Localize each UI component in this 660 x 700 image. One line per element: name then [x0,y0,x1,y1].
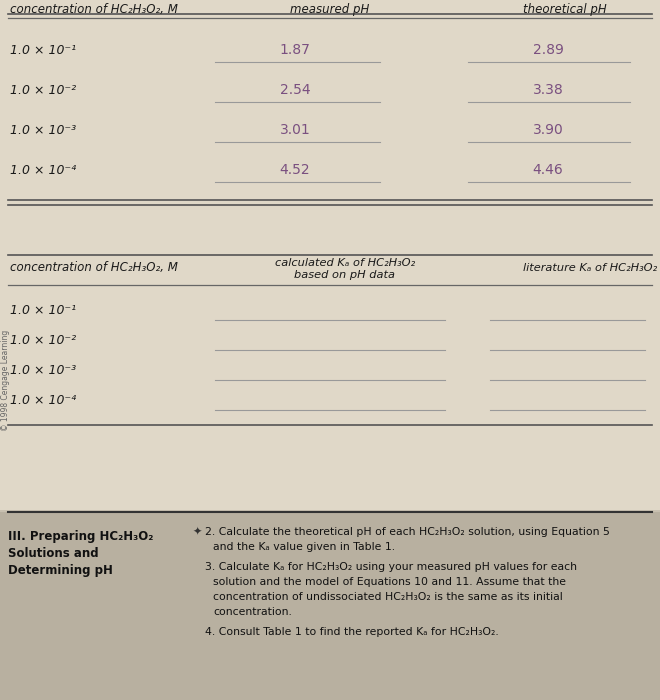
Text: Solutions and: Solutions and [8,547,98,560]
Text: 4. Consult Table 1 to find the reported Kₐ for HC₂H₃O₂.: 4. Consult Table 1 to find the reported … [205,627,499,637]
Bar [0,0,660,510]
Text: 1.0 × 10⁻⁴: 1.0 × 10⁻⁴ [10,393,76,407]
Text: 2. Calculate the theoretical pH of each HC₂H₃O₂ solution, using Equation 5: 2. Calculate the theoretical pH of each … [205,527,610,537]
Text: 3.90: 3.90 [533,123,564,137]
Text: 3.38: 3.38 [533,83,564,97]
Text: 1.0 × 10⁻¹: 1.0 × 10⁻¹ [10,43,76,57]
Text: 1.0 × 10⁻¹: 1.0 × 10⁻¹ [10,304,76,316]
Text: 1.0 × 10⁻²: 1.0 × 10⁻² [10,83,76,97]
Text: 1.0 × 10⁻⁴: 1.0 × 10⁻⁴ [10,164,76,176]
Text: 3.01: 3.01 [280,123,310,137]
Text: 1.0 × 10⁻³: 1.0 × 10⁻³ [10,123,76,136]
Text: based on pH data: based on pH data [294,270,395,280]
Text: 3. Calculate Kₐ for HC₂H₃O₂ using your measured pH values for each: 3. Calculate Kₐ for HC₂H₃O₂ using your m… [205,562,577,572]
Text: 2.89: 2.89 [533,43,564,57]
Text: 1.87: 1.87 [280,43,310,57]
Text: concentration of HC₂H₃O₂, M: concentration of HC₂H₃O₂, M [10,262,178,274]
Text: theoretical pH: theoretical pH [523,3,607,15]
Text: III. Preparing HC₂H₃O₂: III. Preparing HC₂H₃O₂ [8,530,153,543]
Text: literature Kₐ of HC₂H₃O₂: literature Kₐ of HC₂H₃O₂ [523,263,657,273]
Text: calculated Kₐ of HC₂H₃O₂: calculated Kₐ of HC₂H₃O₂ [275,258,415,268]
Text: solution and the model of Equations 10 and 11. Assume that the: solution and the model of Equations 10 a… [213,577,566,587]
Text: concentration.: concentration. [213,607,292,617]
Text: 1.0 × 10⁻³: 1.0 × 10⁻³ [10,363,76,377]
Text: © 1998 Cengage Learning: © 1998 Cengage Learning [1,330,11,430]
Text: 4.52: 4.52 [280,163,310,177]
Text: 1.0 × 10⁻²: 1.0 × 10⁻² [10,333,76,346]
Text: and the Kₐ value given in Table 1.: and the Kₐ value given in Table 1. [213,542,395,552]
Text: 4.46: 4.46 [533,163,564,177]
Bar [0,512,660,700]
Text: 2.54: 2.54 [280,83,310,97]
Text: Determining pH: Determining pH [8,564,113,577]
Text: concentration of HC₂H₃O₂, M: concentration of HC₂H₃O₂, M [10,3,178,15]
Text: concentration of undissociated HC₂H₃O₂ is the same as its initial: concentration of undissociated HC₂H₃O₂ i… [213,592,563,602]
Text: ✦: ✦ [193,527,203,537]
Text: measured pH: measured pH [290,3,370,15]
